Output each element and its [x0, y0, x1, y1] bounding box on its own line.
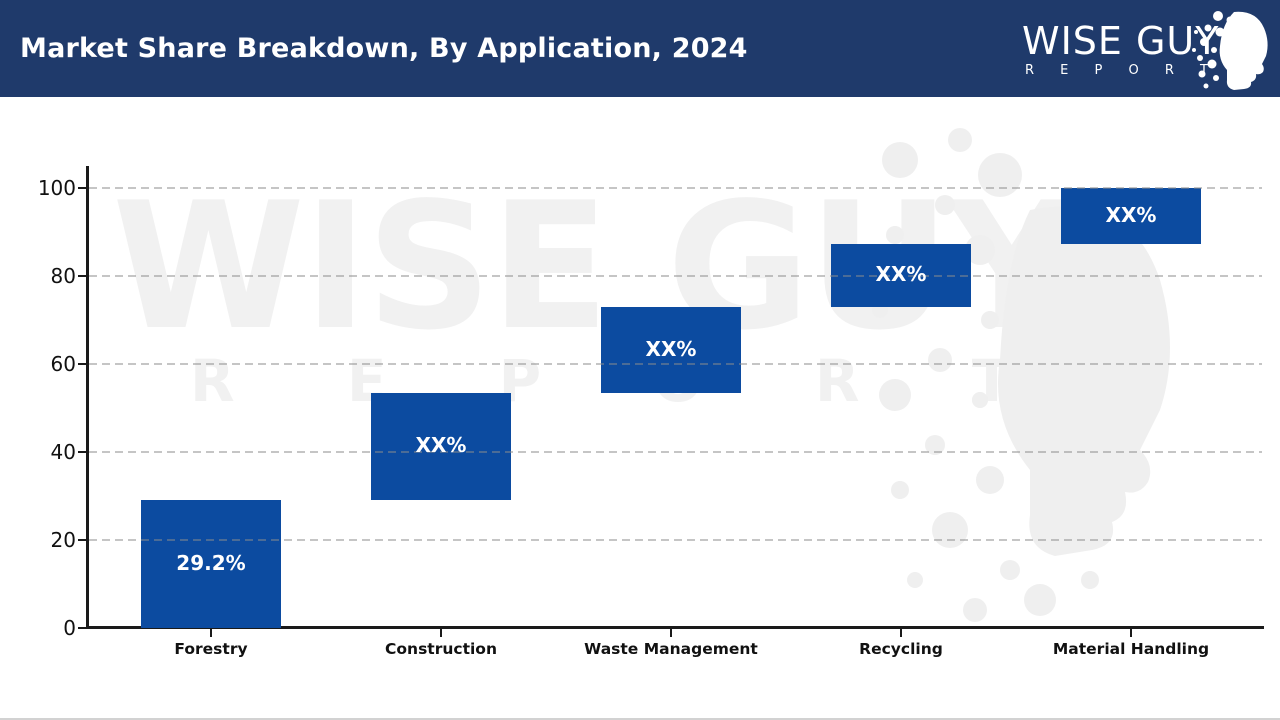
- plot-area: 0 20 40 60 80 100 29.2% XX% XX% XX% XX% Forestry Con…: [0, 97, 1280, 718]
- bar-value-label: XX%: [1105, 202, 1157, 227]
- gridline-100: [89, 187, 1262, 189]
- gridline-40: [89, 451, 1262, 453]
- bar-value-label: XX%: [415, 433, 467, 458]
- x-axis-label-material-handling: Material Handling: [1052, 640, 1210, 658]
- y-tick-label: 80: [50, 264, 76, 288]
- y-tick-mark: [78, 187, 86, 189]
- y-tick-mark: [78, 539, 86, 541]
- bar-value-label: XX%: [645, 336, 697, 361]
- y-tick-label: 40: [50, 440, 76, 464]
- x-axis-label-forestry: Forestry: [174, 640, 248, 658]
- brand-logo: WISE GUY R E P O R T S: [1016, 6, 1268, 92]
- brand-head-icon: [1192, 11, 1268, 90]
- x-axis-label-construction: Construction: [385, 640, 497, 658]
- brand-subname: R E P O R T S: [1025, 63, 1254, 78]
- x-axis-label-recycling: Recycling: [859, 640, 943, 658]
- x-tick-mark: [440, 629, 442, 637]
- y-axis-line: [86, 166, 89, 629]
- gridline-80: [89, 275, 1262, 277]
- bar-forestry: [141, 499, 281, 628]
- gridline-60: [89, 363, 1262, 365]
- x-axis-label-waste-management: Waste Management: [584, 640, 758, 658]
- y-tick-label: 100: [37, 176, 76, 200]
- brand-name: WISE GUY: [1022, 19, 1220, 63]
- y-tick-mark: [78, 275, 86, 277]
- x-tick-mark: [1130, 629, 1132, 637]
- header-band: Market Share Breakdown, By Application, …: [0, 0, 1280, 97]
- bar-value-label: XX%: [875, 262, 927, 287]
- bar-waste-management: [601, 306, 741, 393]
- bar-construction: [371, 392, 511, 500]
- x-axis-line: [86, 626, 1264, 629]
- y-tick-label: 0: [63, 616, 76, 640]
- x-tick-mark: [900, 629, 902, 637]
- y-tick-mark: [78, 363, 86, 365]
- y-tick-mark: [78, 451, 86, 453]
- page-title: Market Share Breakdown, By Application, …: [20, 33, 748, 64]
- y-tick-label: 60: [50, 352, 76, 376]
- y-tick-mark: [78, 627, 86, 629]
- bar-value-label: 29.2%: [176, 550, 246, 575]
- x-tick-mark: [670, 629, 672, 637]
- y-tick-label: 20: [50, 528, 76, 552]
- bar-material-handling: [1061, 188, 1201, 244]
- gridline-20: [89, 539, 1262, 541]
- brand-logo-text: WISE GUY R E P O R T S: [1022, 22, 1253, 78]
- x-tick-mark: [210, 629, 212, 637]
